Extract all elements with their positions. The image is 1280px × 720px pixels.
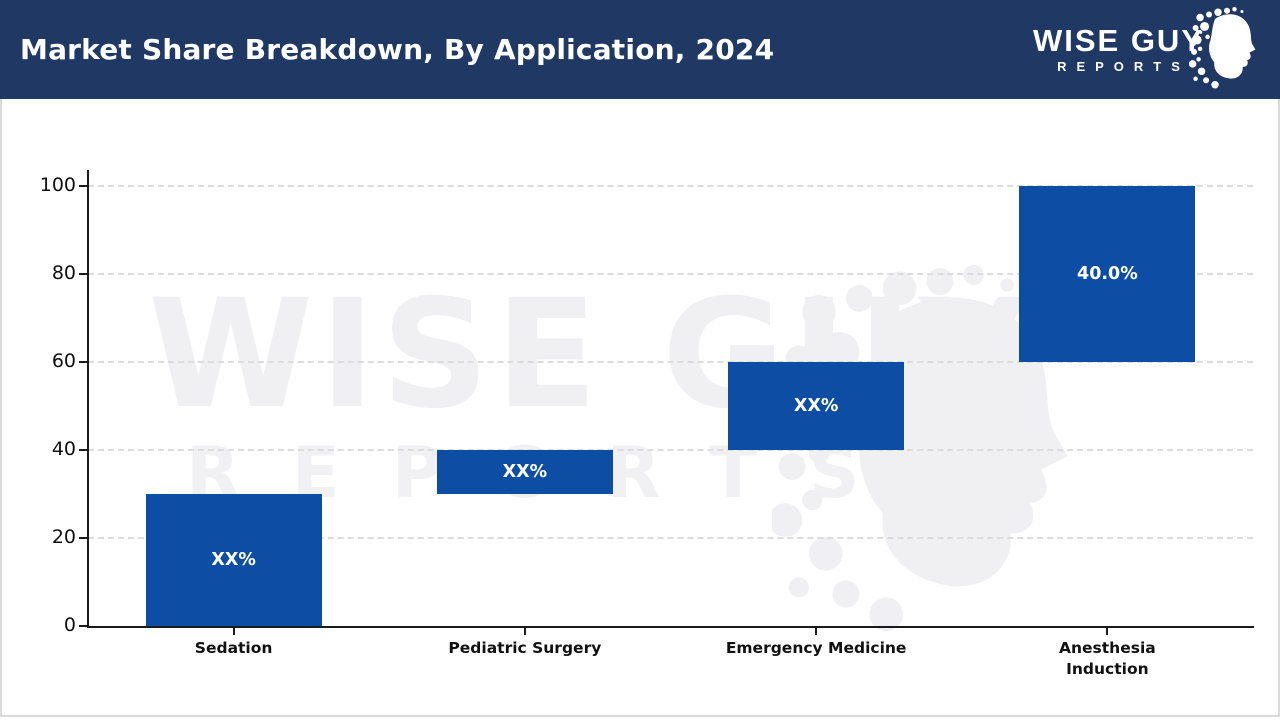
logo-text: WISE GUY REPORTS bbox=[1032, 22, 1204, 75]
bar-emergency-medicine: XX% bbox=[728, 362, 905, 450]
gridline-40 bbox=[88, 449, 1253, 451]
logo-wordmark: WISE GUY bbox=[1032, 22, 1204, 58]
bar-value-label: 40.0% bbox=[1077, 264, 1138, 284]
y-axis-tick-label: 100 bbox=[39, 174, 76, 196]
y-axis-tick-label: 80 bbox=[51, 262, 76, 284]
bar-value-label: XX% bbox=[211, 550, 256, 570]
y-axis-tick-label: 40 bbox=[51, 438, 76, 460]
watermark-face-icon bbox=[772, 264, 1068, 632]
x-axis-tick-emergency-medicine bbox=[815, 628, 818, 635]
page-border-right bbox=[1278, 99, 1280, 716]
x-axis-tick-sedation bbox=[232, 628, 235, 635]
category-label-pediatric-surgery: Pediatric Surgery bbox=[448, 639, 602, 657]
x-axis-tick-pediatric-surgery bbox=[523, 628, 526, 635]
dotted-face-icon bbox=[1188, 6, 1256, 89]
y-axis-tick-20 bbox=[79, 537, 87, 539]
category-label-anesthesia-induction: Anesthesia Induction bbox=[1059, 639, 1156, 678]
bar-pediatric-surgery: XX% bbox=[436, 450, 613, 494]
category-label-sedation: Sedation bbox=[194, 639, 273, 657]
x-axis-line bbox=[87, 626, 1254, 628]
logo-subtitle: REPORTS bbox=[1057, 59, 1190, 75]
bar-sedation: XX% bbox=[145, 494, 322, 626]
category-label-emergency-medicine: Emergency Medicine bbox=[725, 639, 907, 657]
page-border-bottom bbox=[0, 715, 1280, 717]
y-axis-tick-80 bbox=[79, 273, 87, 275]
gridline-20 bbox=[88, 537, 1253, 539]
y-axis-tick-0 bbox=[79, 625, 87, 627]
plot-area: XX% XX% XX% 40.0% bbox=[88, 185, 1253, 626]
gridline-80 bbox=[88, 273, 1253, 275]
y-axis-tick-60 bbox=[79, 361, 87, 363]
x-axis-tick-anesthesia-induction bbox=[1106, 628, 1109, 635]
gridline-60 bbox=[88, 361, 1253, 363]
page-border-left bbox=[0, 99, 2, 716]
bar-anesthesia-induction: 40.0% bbox=[1019, 186, 1196, 362]
y-axis-line bbox=[87, 170, 89, 628]
bar-value-label: XX% bbox=[793, 396, 839, 416]
wise-guy-logo: WISE GUY REPORTS bbox=[1032, 6, 1280, 93]
y-axis-tick-40 bbox=[79, 449, 87, 451]
page-title: Market Share Breakdown, By Application, … bbox=[20, 33, 775, 66]
y-axis-tick-100 bbox=[79, 185, 87, 187]
y-axis-tick-label: 20 bbox=[51, 526, 76, 548]
header-bar: Market Share Breakdown, By Application, … bbox=[0, 0, 1280, 99]
y-axis-tick-label: 0 bbox=[63, 614, 76, 636]
gridline-100 bbox=[88, 185, 1253, 187]
bar-value-label: XX% bbox=[502, 462, 548, 482]
y-axis-tick-label: 60 bbox=[51, 350, 76, 372]
